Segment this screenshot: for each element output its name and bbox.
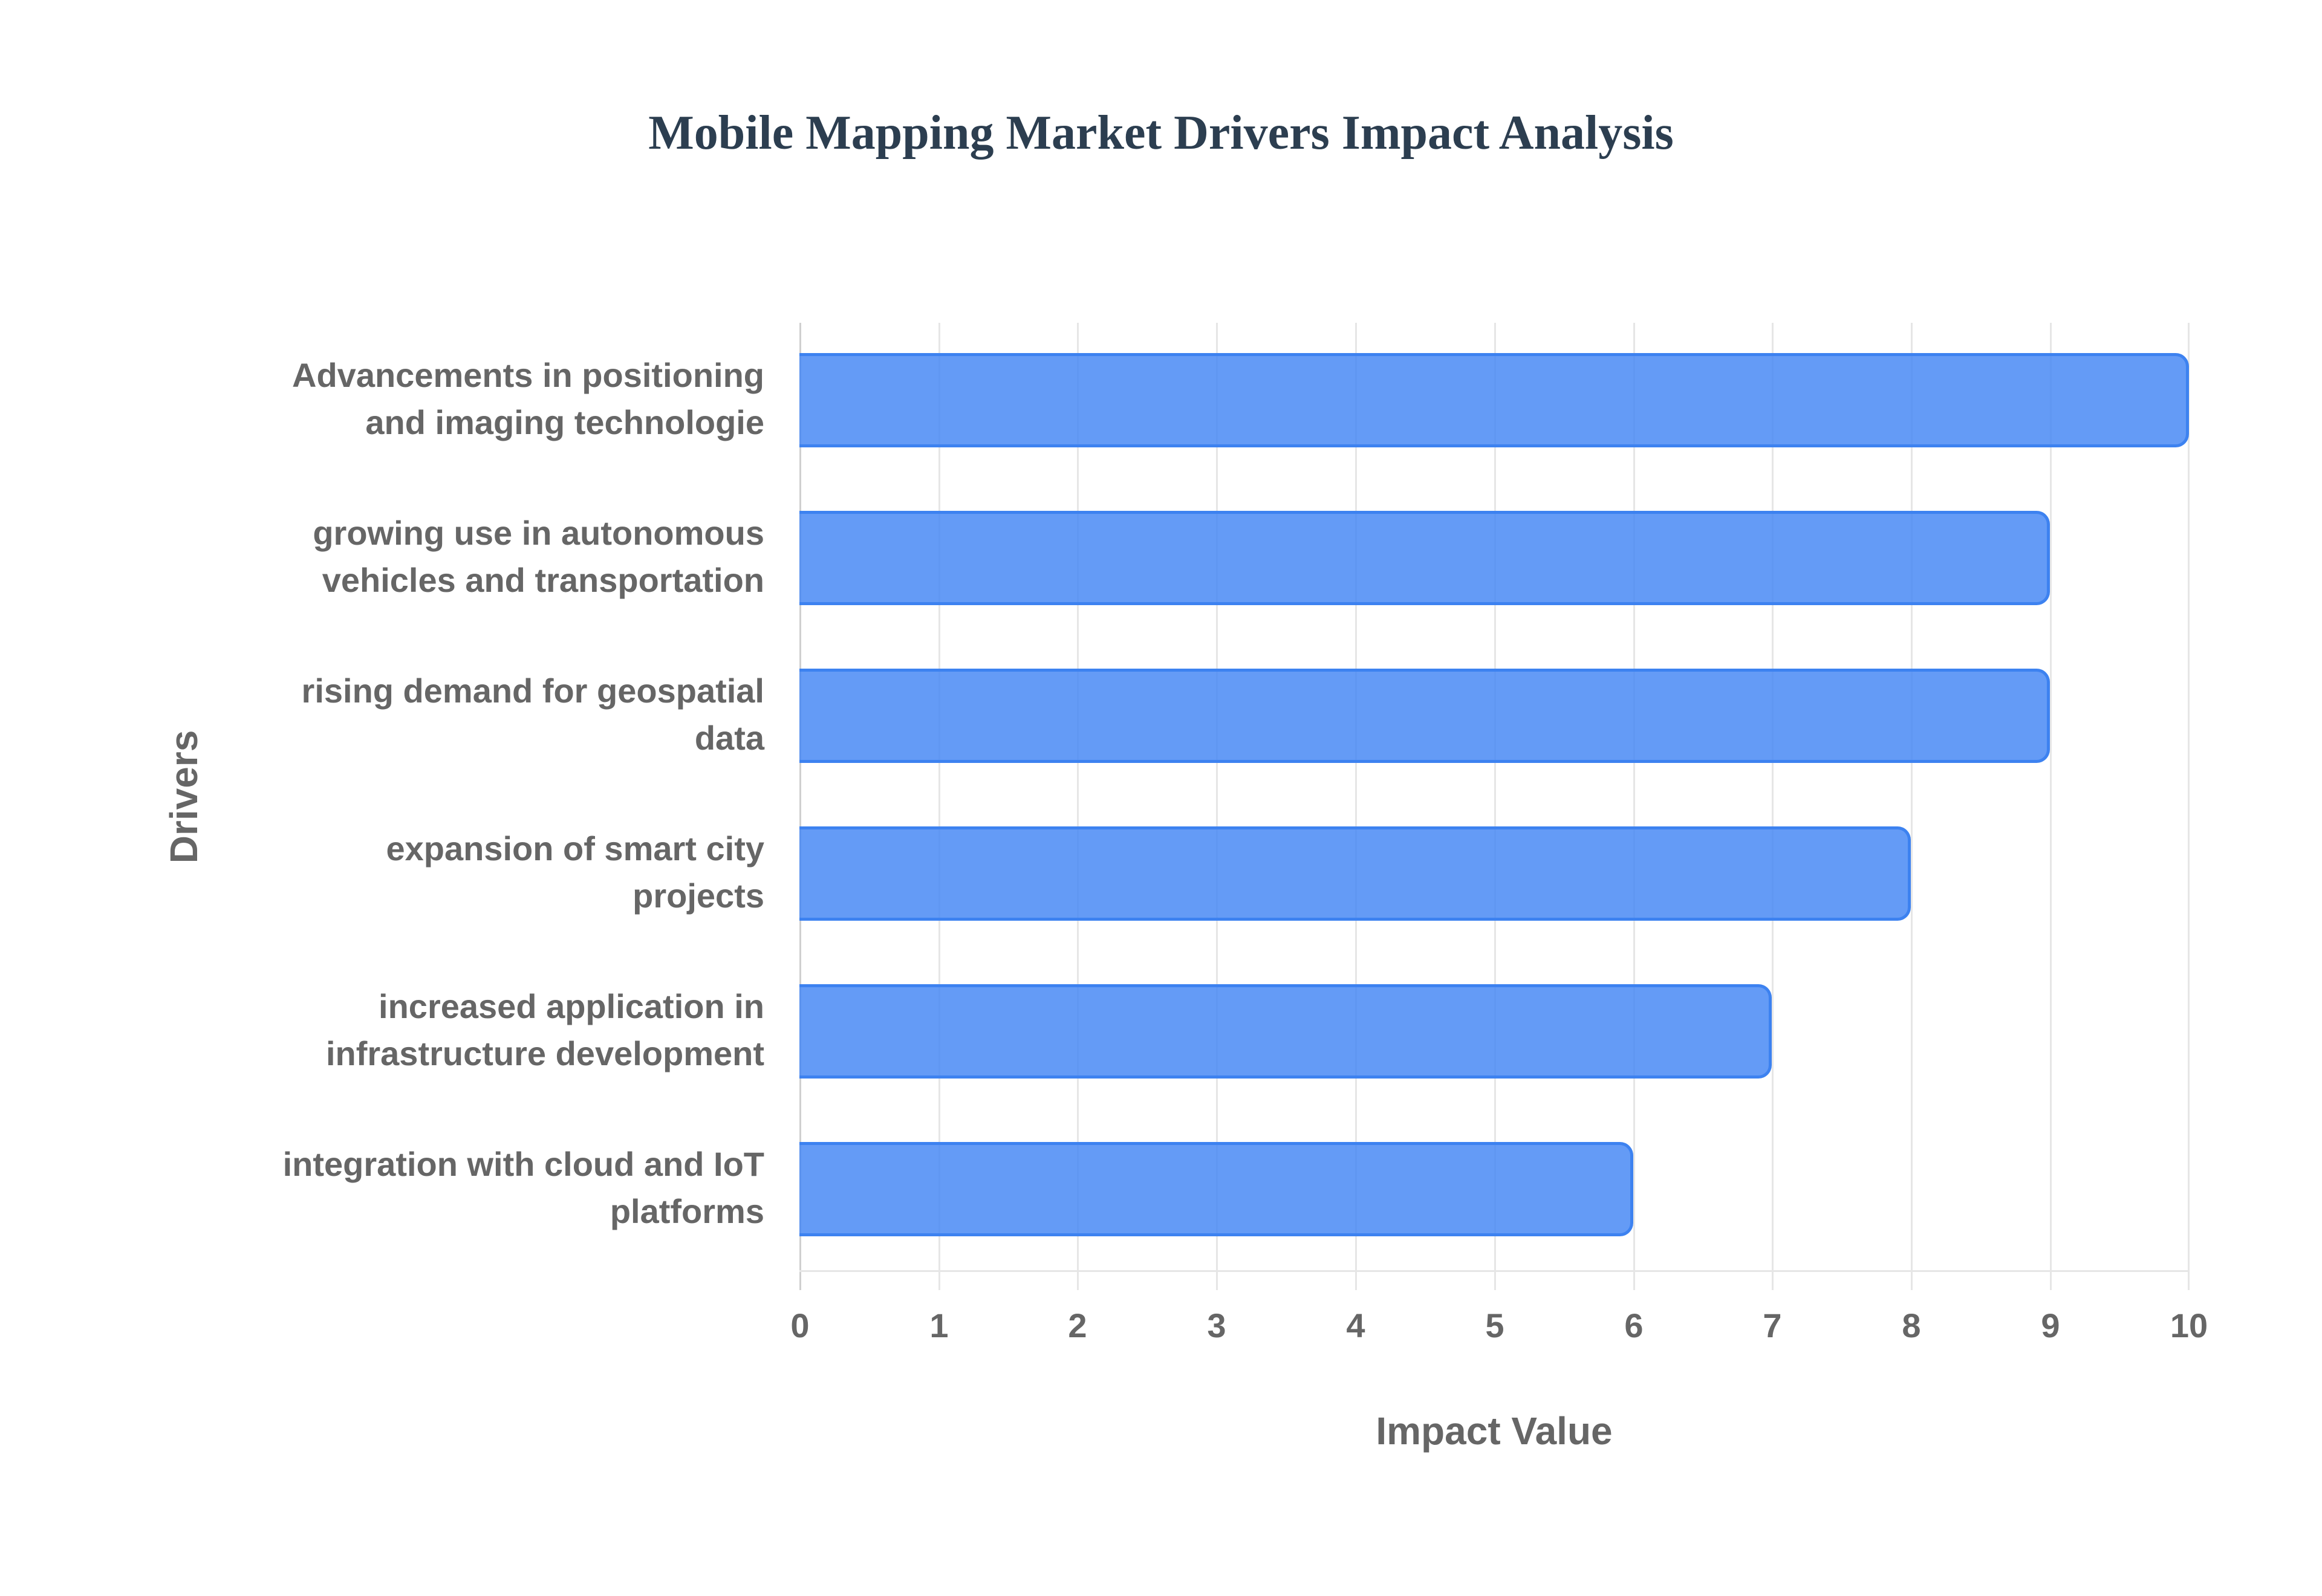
- x-tick: 8: [1902, 1306, 1921, 1345]
- x-tick: 9: [2041, 1306, 2060, 1345]
- y-label-line: and imaging technologie: [365, 403, 764, 441]
- bar-geospatial-data[interactable]: [799, 669, 2050, 763]
- x-tick: 2: [1068, 1306, 1087, 1345]
- y-label-line: infrastructure development: [325, 1034, 764, 1072]
- y-axis-line: [799, 323, 801, 1290]
- y-label-autonomous-vehicles: growing use in autonomous vehicles and t…: [160, 510, 764, 604]
- x-tick: 6: [1624, 1306, 1644, 1345]
- y-label-line: increased application in: [379, 987, 764, 1025]
- y-label-cloud-iot: integration with cloud and IoT platforms: [160, 1141, 764, 1235]
- bar-cloud-iot[interactable]: [799, 1142, 1633, 1236]
- y-label-infrastructure: increased application in infrastructure …: [160, 983, 764, 1077]
- gridline: [2050, 323, 2052, 1290]
- y-label-smart-city: expansion of smart city projects: [160, 825, 764, 920]
- gridline: [938, 323, 940, 1290]
- y-label-line: expansion of smart city: [386, 829, 764, 868]
- x-tick: 0: [790, 1306, 810, 1345]
- bar-autonomous-vehicles[interactable]: [799, 511, 2050, 605]
- gridline: [1772, 323, 1774, 1290]
- y-label-line: vehicles and transportation: [322, 561, 764, 599]
- gridline: [2188, 323, 2190, 1290]
- y-label-line: platforms: [610, 1192, 764, 1230]
- x-tick: 1: [929, 1306, 949, 1345]
- gridline: [1494, 323, 1496, 1290]
- bar-positioning-imaging[interactable]: [799, 353, 2189, 447]
- gridline: [1216, 323, 1218, 1290]
- gridline: [1077, 323, 1079, 1290]
- x-tick: 10: [2170, 1306, 2208, 1345]
- x-axis-title: Impact Value: [1376, 1409, 1613, 1453]
- gridline: [1911, 323, 1913, 1290]
- x-tick: 3: [1207, 1306, 1226, 1345]
- y-label-line: projects: [633, 877, 764, 915]
- x-tick: 4: [1346, 1306, 1365, 1345]
- bar-infrastructure[interactable]: [799, 984, 1772, 1079]
- x-tick: 5: [1485, 1306, 1504, 1345]
- x-tick: 7: [1763, 1306, 1782, 1345]
- bar-smart-city[interactable]: [799, 826, 1911, 921]
- y-label-positioning-imaging: Advancements in positioning and imaging …: [160, 352, 764, 446]
- plot-area: [799, 323, 2190, 1290]
- chart-title: Mobile Mapping Market Drivers Impact Ana…: [648, 106, 1674, 160]
- y-label-geospatial-data: rising demand for geospatial data: [160, 667, 764, 762]
- x-axis-line: [799, 1270, 2189, 1272]
- y-label-line: data: [694, 719, 764, 757]
- y-label-line: growing use in autonomous: [313, 514, 764, 552]
- gridline: [1633, 323, 1635, 1290]
- y-label-line: Advancements in positioning: [292, 356, 764, 394]
- gridline: [1355, 323, 1357, 1290]
- y-label-line: rising demand for geospatial: [301, 672, 764, 710]
- y-label-line: integration with cloud and IoT: [282, 1145, 764, 1183]
